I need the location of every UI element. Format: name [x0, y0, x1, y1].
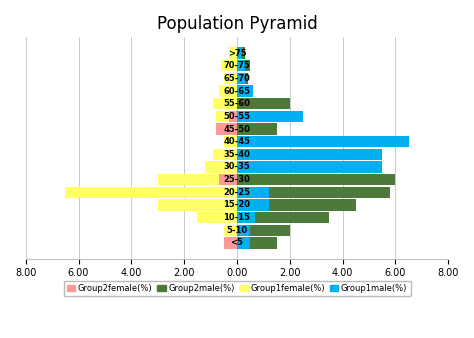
Bar: [237, 73, 245, 84]
Text: 60-65: 60-65: [224, 87, 250, 96]
Text: 5-10: 5-10: [227, 226, 247, 235]
Bar: [237, 136, 409, 147]
Bar: [219, 86, 237, 97]
Bar: [237, 111, 284, 122]
Bar: [237, 123, 277, 135]
Bar: [237, 73, 247, 84]
Bar: [219, 174, 237, 185]
Bar: [237, 86, 253, 97]
Bar: [237, 149, 277, 160]
Bar: [237, 161, 277, 173]
Bar: [237, 237, 250, 249]
Text: 35-40: 35-40: [224, 150, 250, 159]
Bar: [213, 149, 237, 160]
Bar: [224, 136, 237, 147]
Legend: Group2female(%), Group2male(%), Group1female(%), Group1male(%): Group2female(%), Group2male(%), Group1fe…: [64, 281, 410, 296]
Text: 10-15: 10-15: [224, 213, 250, 222]
Bar: [237, 86, 253, 97]
Text: 70-75: 70-75: [224, 61, 250, 70]
Bar: [237, 149, 382, 160]
Bar: [224, 224, 237, 236]
Bar: [213, 98, 237, 110]
Bar: [237, 212, 329, 223]
Bar: [65, 187, 237, 198]
Text: 55-60: 55-60: [224, 99, 250, 108]
Text: >75: >75: [228, 49, 246, 57]
Bar: [221, 60, 237, 71]
Text: 40-45: 40-45: [224, 137, 250, 146]
Bar: [237, 136, 277, 147]
Bar: [237, 98, 290, 110]
Text: 30-35: 30-35: [224, 163, 250, 171]
Bar: [224, 237, 237, 249]
Bar: [237, 47, 245, 59]
Bar: [237, 47, 242, 59]
Text: 20-25: 20-25: [224, 188, 250, 197]
Bar: [237, 111, 303, 122]
Bar: [237, 174, 395, 185]
Bar: [237, 187, 269, 198]
Text: 45-50: 45-50: [224, 124, 250, 134]
Bar: [197, 212, 237, 223]
Bar: [237, 60, 250, 71]
Bar: [205, 161, 237, 173]
Text: 25-30: 25-30: [224, 175, 250, 184]
Bar: [237, 199, 356, 211]
Bar: [158, 199, 237, 211]
Bar: [237, 224, 250, 236]
Bar: [237, 187, 390, 198]
Bar: [219, 123, 237, 135]
Bar: [229, 111, 237, 122]
Bar: [237, 199, 269, 211]
Text: 15-20: 15-20: [224, 200, 250, 210]
Bar: [237, 60, 245, 71]
Bar: [216, 111, 237, 122]
Text: 65-70: 65-70: [224, 74, 250, 83]
Bar: [237, 224, 290, 236]
Bar: [224, 73, 237, 84]
Text: 50-55: 50-55: [224, 112, 250, 121]
Text: <5: <5: [230, 238, 244, 247]
Bar: [216, 123, 237, 135]
Title: Population Pyramid: Population Pyramid: [156, 15, 318, 33]
Bar: [237, 237, 277, 249]
Bar: [237, 212, 255, 223]
Bar: [229, 47, 237, 59]
Bar: [237, 161, 382, 173]
Bar: [158, 174, 237, 185]
